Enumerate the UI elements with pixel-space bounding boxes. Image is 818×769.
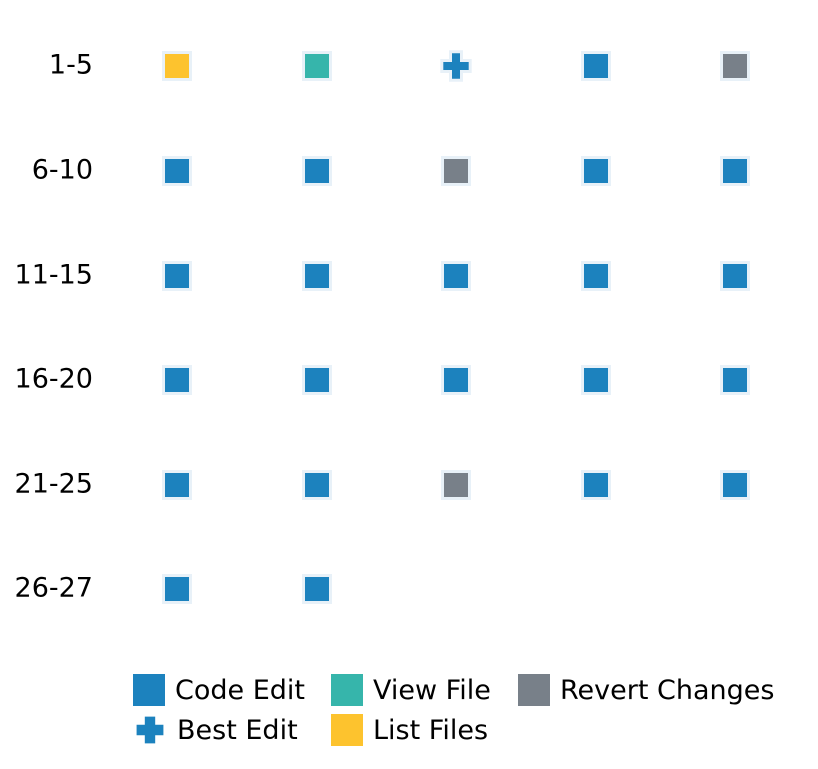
marker-code-edit-icon bbox=[301, 574, 332, 604]
legend-swatch-best-edit-icon bbox=[133, 713, 167, 747]
marker-code-edit-icon bbox=[162, 156, 192, 186]
marker-code-edit-icon bbox=[720, 470, 750, 500]
marker-revert-changes-icon bbox=[441, 470, 471, 500]
marker-code-edit-icon bbox=[301, 261, 332, 291]
marker-code-edit-icon bbox=[580, 365, 611, 395]
marker-code-edit-icon bbox=[162, 365, 192, 395]
marker-code-edit-icon bbox=[162, 261, 192, 291]
legend-item-list-files: List Files bbox=[331, 712, 488, 748]
y-tick-label: 11-15 bbox=[14, 259, 93, 291]
y-tick-label: 1-5 bbox=[48, 49, 93, 81]
marker-code-edit-icon bbox=[580, 156, 611, 186]
legend-label: Best Edit bbox=[177, 714, 298, 746]
marker-code-edit-icon bbox=[720, 261, 750, 291]
marker-code-edit-icon bbox=[580, 261, 611, 291]
marker-code-edit-icon bbox=[580, 51, 611, 81]
legend-swatch-view-file-icon bbox=[331, 674, 363, 706]
y-tick-label: 21-25 bbox=[14, 468, 93, 500]
legend-label: List Files bbox=[373, 714, 489, 746]
legend-label: Code Edit bbox=[175, 674, 305, 706]
marker-code-edit-icon bbox=[162, 574, 192, 604]
marker-view-file-icon bbox=[301, 51, 332, 81]
marker-code-edit-icon bbox=[441, 261, 471, 291]
y-tick-label: 26-27 bbox=[14, 572, 93, 604]
legend-swatch-list-files-icon bbox=[331, 714, 363, 746]
marker-code-edit-icon bbox=[720, 156, 750, 186]
marker-code-edit-icon bbox=[720, 365, 750, 395]
marker-list-files-icon bbox=[162, 51, 192, 81]
y-tick-label: 6-10 bbox=[31, 154, 93, 186]
legend-item-code-edit: Code Edit bbox=[133, 672, 305, 708]
marker-code-edit-icon bbox=[301, 470, 332, 500]
marker-code-edit-icon bbox=[162, 470, 192, 500]
marker-code-edit-icon bbox=[301, 156, 332, 186]
marker-revert-changes-icon bbox=[720, 51, 750, 81]
legend-label: View File bbox=[373, 674, 491, 706]
legend-swatch-revert-changes-icon bbox=[518, 674, 550, 706]
marker-code-edit-icon bbox=[301, 365, 332, 395]
legend-label: Revert Changes bbox=[560, 674, 775, 706]
legend-swatch-code-edit-icon bbox=[133, 674, 165, 706]
y-tick-label: 16-20 bbox=[14, 363, 93, 395]
marker-revert-changes-icon bbox=[441, 156, 471, 186]
legend-item-best-edit: Best Edit bbox=[133, 712, 298, 748]
legend-item-view-file: View File bbox=[331, 672, 491, 708]
marker-code-edit-icon bbox=[441, 365, 471, 395]
marker-best-edit-icon bbox=[438, 48, 474, 84]
marker-code-edit-icon bbox=[580, 470, 611, 500]
legend-item-revert-changes: Revert Changes bbox=[518, 672, 774, 708]
